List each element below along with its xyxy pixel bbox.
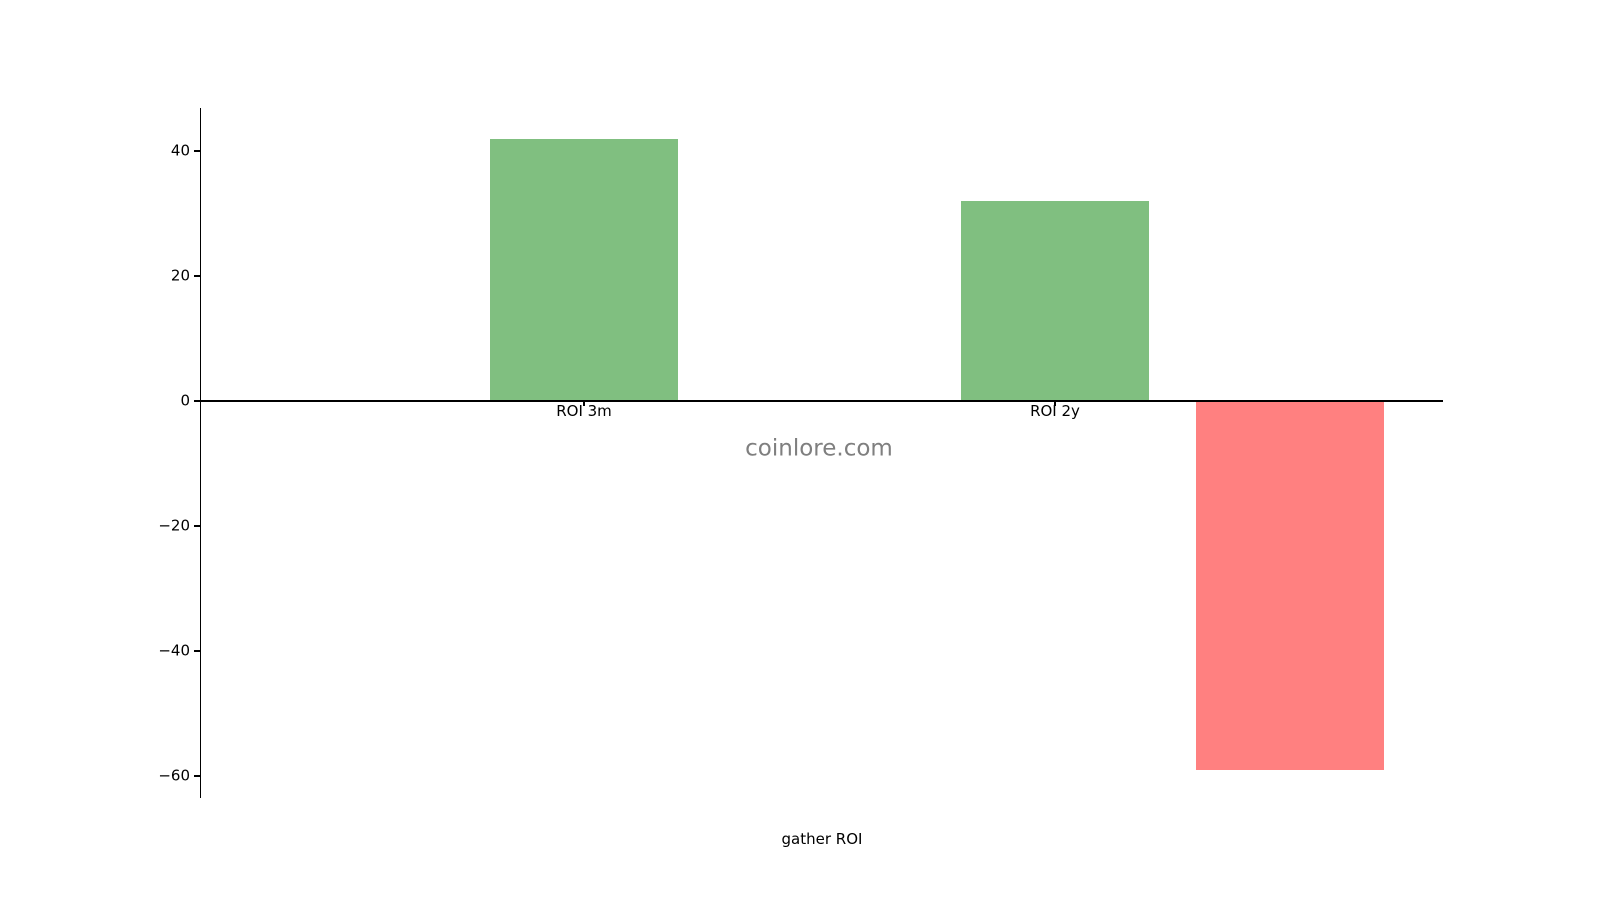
x-tick-label: ROI 2y bbox=[1030, 402, 1080, 420]
x-axis-line bbox=[199, 400, 1443, 402]
y-tick-label: 40 bbox=[170, 141, 190, 160]
y-tick-label: 20 bbox=[170, 266, 190, 285]
bar-unlabeled-negative bbox=[1196, 401, 1384, 770]
y-tick-mark bbox=[194, 525, 200, 527]
x-axis-title: gather ROI bbox=[781, 830, 863, 848]
x-tick-mark bbox=[1054, 401, 1056, 406]
bar-roi-2y bbox=[961, 201, 1149, 401]
y-tick-mark bbox=[194, 150, 200, 152]
x-tick-mark bbox=[583, 401, 585, 406]
y-tick-mark bbox=[194, 775, 200, 777]
y-tick-label: −40 bbox=[158, 641, 190, 660]
x-tick-label: ROI 3m bbox=[556, 402, 612, 420]
y-tick-mark bbox=[194, 400, 200, 402]
watermark-text: coinlore.com bbox=[745, 435, 893, 462]
y-tick-label: −20 bbox=[158, 516, 190, 535]
y-tick-mark bbox=[194, 275, 200, 277]
y-axis-line bbox=[199, 108, 201, 798]
y-tick-label: −60 bbox=[158, 766, 190, 785]
bar-roi-3m bbox=[490, 138, 678, 401]
y-tick-mark bbox=[194, 650, 200, 652]
y-tick-label: 0 bbox=[180, 391, 190, 410]
